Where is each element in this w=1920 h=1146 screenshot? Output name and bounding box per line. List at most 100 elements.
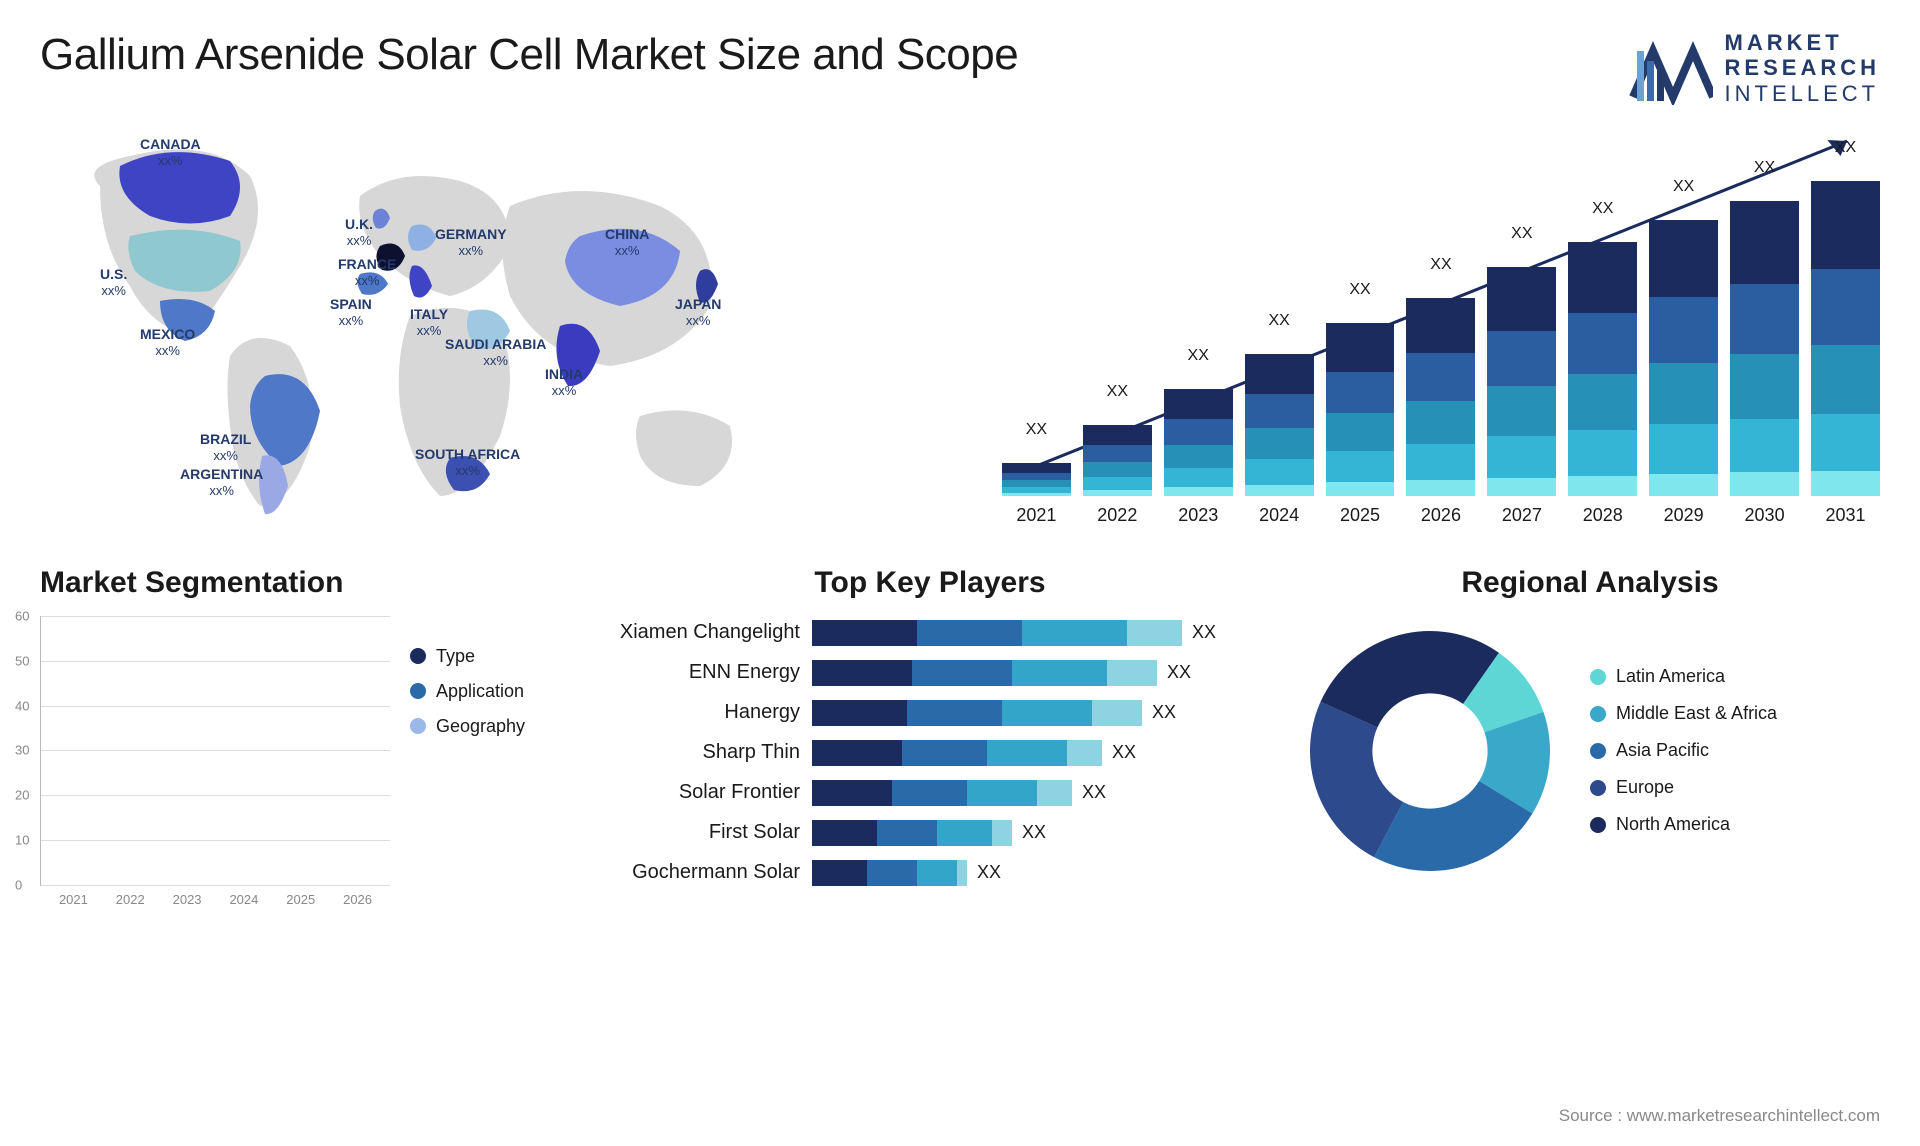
regional-title: Regional Analysis <box>1300 566 1880 600</box>
main-bar-column: XX <box>1083 425 1152 496</box>
main-xaxis-label: 2029 <box>1649 505 1718 526</box>
player-row: First Solar XX <box>610 816 1250 850</box>
logo-text: MARKET RESEARCH INTELLECT <box>1725 30 1880 106</box>
map-country-label: U.K.xx% <box>345 216 373 248</box>
player-value-label: XX <box>1082 782 1106 803</box>
player-bar <box>812 660 1157 686</box>
donut-slice <box>1321 631 1499 727</box>
main-xaxis-label: 2021 <box>1002 505 1071 526</box>
map-country-label: BRAZILxx% <box>200 431 251 463</box>
main-bar-value-label: XX <box>1673 178 1694 196</box>
player-name: Gochermann Solar <box>610 861 800 884</box>
logo-mark-icon <box>1629 31 1713 105</box>
seg-legend-item: Geography <box>410 716 560 737</box>
regional-legend-item: Middle East & Africa <box>1590 703 1777 724</box>
regional-legend-item: Latin America <box>1590 666 1777 687</box>
seg-y-tick: 60 <box>15 608 29 623</box>
seg-y-tick: 20 <box>15 788 29 803</box>
map-country-label: CANADAxx% <box>140 136 201 168</box>
top-key-players-panel: Top Key Players Xiamen ChangelightXXENN … <box>610 566 1250 886</box>
main-bar-column: XX <box>1730 201 1799 496</box>
seg-y-tick: 30 <box>15 743 29 758</box>
page-title: Gallium Arsenide Solar Cell Market Size … <box>40 30 1018 80</box>
seg-y-tick: 0 <box>15 877 22 892</box>
main-bar-value-label: XX <box>1592 200 1613 218</box>
player-name: ENN Energy <box>610 661 800 684</box>
seg-x-tick: 2021 <box>49 892 98 907</box>
seg-y-tick: 10 <box>15 833 29 848</box>
seg-x-tick: 2022 <box>106 892 155 907</box>
player-name: Solar Frontier <box>610 781 800 804</box>
map-country-label: GERMANYxx% <box>435 226 507 258</box>
seg-legend-item: Application <box>410 681 560 702</box>
player-row: Solar Frontier XX <box>610 776 1250 810</box>
market-segmentation-panel: Market Segmentation 20212022202320242025… <box>40 566 560 886</box>
regional-legend-item: North America <box>1590 814 1777 835</box>
main-xaxis-label: 2028 <box>1568 505 1637 526</box>
main-bar-value-label: XX <box>1349 281 1370 299</box>
main-bar-column: XX <box>1164 389 1233 496</box>
main-bar-value-label: XX <box>1511 225 1532 243</box>
map-country-label: FRANCExx% <box>338 256 396 288</box>
map-country-label: CHINAxx% <box>605 226 649 258</box>
segmentation-legend: Type Application Geography <box>410 616 560 886</box>
player-bar <box>812 700 1142 726</box>
main-bar-value-label: XX <box>1188 347 1209 365</box>
main-bar-value-label: XX <box>1835 139 1856 157</box>
main-bar-column: XX <box>1245 354 1314 496</box>
player-bar <box>812 740 1102 766</box>
player-value-label: XX <box>1022 822 1046 843</box>
main-bar-value-label: XX <box>1754 159 1775 177</box>
player-value-label: XX <box>1192 622 1216 643</box>
map-country-label: U.S.xx% <box>100 266 127 298</box>
player-bar <box>812 620 1182 646</box>
player-row: ENN Energy XX <box>610 656 1250 690</box>
player-value-label: XX <box>1112 742 1136 763</box>
seg-y-tick: 40 <box>15 698 29 713</box>
regional-legend-item: Asia Pacific <box>1590 740 1777 761</box>
player-bar <box>812 820 1012 846</box>
main-growth-chart: XXXXXXXXXXXXXXXXXXXXXX 20212022202320242… <box>1002 126 1880 526</box>
main-bar-column: XX <box>1568 242 1637 496</box>
map-country-label: SAUDI ARABIAxx% <box>445 336 546 368</box>
player-bar <box>812 860 967 886</box>
main-xaxis-label: 2022 <box>1083 505 1152 526</box>
map-country-label: ARGENTINAxx% <box>180 466 263 498</box>
seg-y-tick: 50 <box>15 653 29 668</box>
player-row: Gochermann Solar XX <box>610 856 1250 890</box>
seg-legend-item: Type <box>410 646 560 667</box>
map-country-label: SOUTH AFRICAxx% <box>415 446 520 478</box>
seg-x-tick: 2024 <box>219 892 268 907</box>
main-bar-value-label: XX <box>1268 312 1289 330</box>
map-country-label: ITALYxx% <box>410 306 448 338</box>
player-row: Sharp ThinXX <box>610 736 1250 770</box>
regional-analysis-panel: Regional Analysis Latin America Middle Ea… <box>1300 566 1880 886</box>
seg-x-tick: 2026 <box>333 892 382 907</box>
player-row: Hanergy XX <box>610 696 1250 730</box>
player-value-label: XX <box>977 862 1001 883</box>
main-bar-column: XX <box>1406 298 1475 496</box>
player-name: First Solar <box>610 821 800 844</box>
player-name: Hanergy <box>610 701 800 724</box>
segmentation-chart: 202120222023202420252026 0102030405060 <box>40 616 390 886</box>
player-value-label: XX <box>1167 662 1191 683</box>
player-bar <box>812 780 1072 806</box>
world-map-panel: CANADAxx%U.S.xx%MEXICOxx%BRAZILxx%ARGENT… <box>40 126 962 526</box>
player-name: Xiamen Changelight <box>610 621 800 644</box>
main-bar-column: XX <box>1326 323 1395 496</box>
main-bar-value-label: XX <box>1026 421 1047 439</box>
player-row: Xiamen Changelight XX <box>610 616 1250 650</box>
regional-legend: Latin America Middle East & Africa Asia Pa… <box>1590 666 1777 835</box>
map-country-label: SPAINxx% <box>330 296 372 328</box>
main-xaxis-label: 2031 <box>1811 505 1880 526</box>
main-bar-column: XX <box>1811 181 1880 496</box>
players-title: Top Key Players <box>610 566 1250 600</box>
seg-x-tick: 2025 <box>276 892 325 907</box>
main-xaxis-label: 2024 <box>1245 505 1314 526</box>
seg-x-tick: 2023 <box>163 892 212 907</box>
regional-donut-chart <box>1300 621 1560 881</box>
main-bar-value-label: XX <box>1107 383 1128 401</box>
player-value-label: XX <box>1152 702 1176 723</box>
main-bar-value-label: XX <box>1430 256 1451 274</box>
main-xaxis-label: 2027 <box>1487 505 1556 526</box>
